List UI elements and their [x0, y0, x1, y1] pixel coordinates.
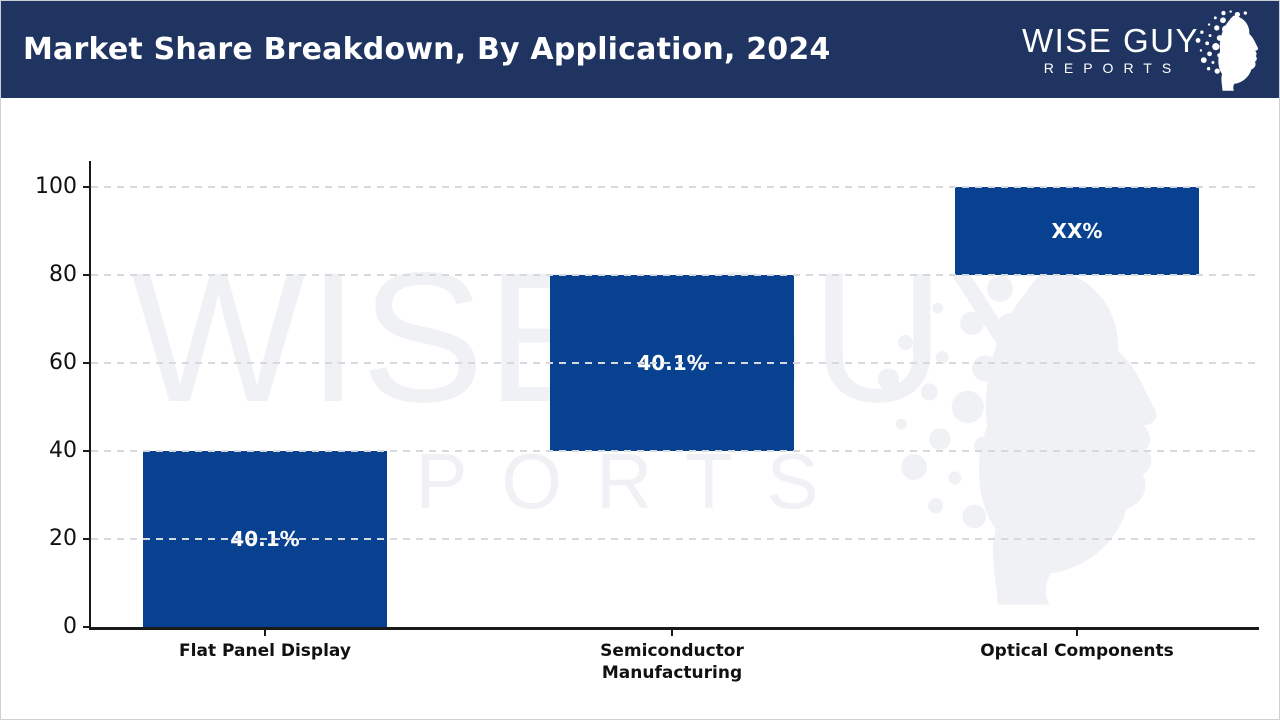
y-tick-mark — [83, 274, 91, 276]
y-tick-mark — [83, 450, 91, 452]
y-tick-mark — [83, 362, 91, 364]
brand-subtitle: REPORTS — [1043, 60, 1182, 76]
x-axis-category-label: Semiconductor Manufacturing — [600, 641, 744, 684]
gridline — [91, 538, 1259, 540]
header: Market Share Breakdown, By Application, … — [1, 1, 1279, 98]
chart-region: WISE GUY REPORTS 40.1% 40.1% XX% 0 20 40 60 80 1… — [1, 98, 1279, 719]
brand-logo-text: WISE GUY REPORTS — [1022, 24, 1199, 75]
y-tick-mark — [83, 538, 91, 540]
y-tick-label: 40 — [49, 438, 77, 463]
y-tick-label: 60 — [49, 350, 77, 375]
gridline — [91, 186, 1259, 188]
y-tick-mark — [83, 626, 91, 628]
brand-logo: WISE GUY REPORTS — [1022, 9, 1259, 91]
y-tick-label: 0 — [63, 614, 77, 639]
brand-name: WISE GUY — [1021, 22, 1199, 59]
x-axis-category-label: Optical Components — [980, 641, 1174, 661]
brand-head-icon — [1187, 9, 1259, 91]
gridline — [91, 274, 1259, 276]
y-tick-mark — [83, 186, 91, 188]
x-axis-category-label: Flat Panel Display — [179, 641, 351, 661]
y-tick-label: 80 — [49, 262, 77, 287]
x-tick-mark — [264, 627, 266, 636]
bar-value-label: XX% — [1051, 219, 1103, 243]
y-tick-label: 100 — [35, 174, 77, 199]
page-title: Market Share Breakdown, By Application, … — [23, 32, 831, 67]
x-tick-mark — [1076, 627, 1078, 636]
y-axis-line — [89, 161, 91, 630]
y-tick-label: 20 — [49, 526, 77, 551]
plot-area: 40.1% 40.1% XX% 0 20 40 60 80 100 Flat Panel Disp… — [35, 161, 1259, 683]
gridline — [91, 362, 1259, 364]
x-tick-mark — [671, 627, 673, 636]
x-axis-line — [89, 627, 1259, 630]
bar-segment: XX% — [955, 187, 1199, 275]
gridline — [91, 450, 1259, 452]
